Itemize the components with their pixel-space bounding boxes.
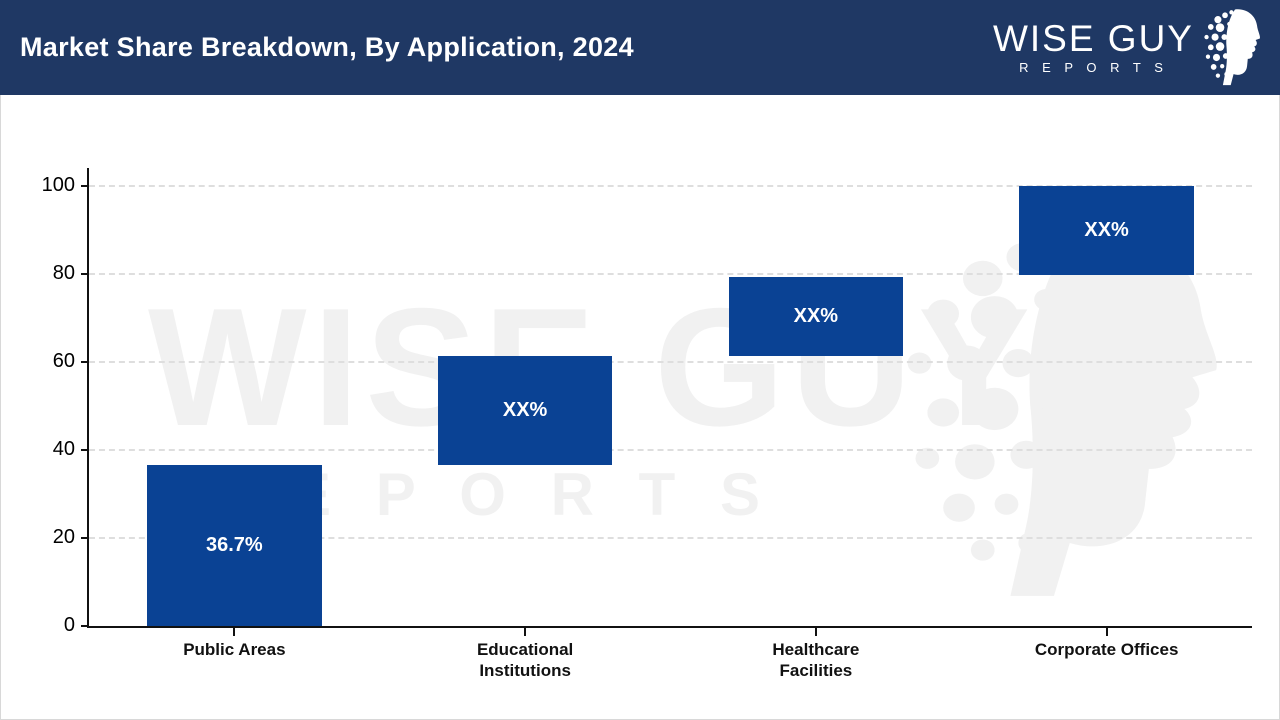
x-category-label: Public Areas	[183, 640, 286, 659]
y-tick	[81, 537, 89, 539]
bar-value-label: XX%	[793, 304, 839, 327]
y-tick-label: 80	[52, 262, 75, 284]
bar-healthcare-facilities: XX%	[728, 276, 904, 357]
y-tick	[81, 273, 89, 275]
logo-face-icon	[1198, 8, 1262, 88]
header-bar: Market Share Breakdown, By Application, …	[0, 0, 1280, 95]
logo-wordmark-line2: R E P O R T S	[1019, 60, 1168, 75]
page-title: Market Share Breakdown, By Application, …	[20, 32, 634, 62]
bar-value-label: 36.7%	[206, 533, 263, 556]
brand-logo: WISE GUY R E P O R T S	[993, 8, 1262, 88]
gridline-100	[89, 185, 1252, 187]
x-tick	[1105, 628, 1108, 636]
y-tick	[81, 449, 89, 451]
y-tick	[81, 625, 89, 627]
x-category-label: Educational Institutions	[476, 640, 574, 680]
y-tick-label: 40	[52, 438, 75, 460]
y-tick-label: 20	[52, 526, 75, 548]
y-tick-label: 100	[41, 174, 75, 196]
y-tick	[81, 361, 89, 363]
y-tick-label: 60	[52, 350, 75, 372]
logo-wordmark: WISE GUY R E P O R T S	[993, 20, 1194, 75]
x-tick	[524, 628, 527, 636]
x-category-label: Healthcare Facilities	[772, 640, 860, 680]
bar-educational-institutions: XX%	[437, 356, 613, 465]
bar-public-areas: 36.7%	[147, 464, 322, 626]
gridline-20	[89, 537, 1252, 539]
y-tick-label: 0	[63, 614, 75, 636]
y-tick	[81, 185, 89, 187]
logo-wordmark-line1: WISE GUY	[992, 18, 1194, 59]
gridline-80	[89, 273, 1252, 275]
bar-corporate-offices: XX%	[1019, 186, 1194, 275]
bar-value-label: XX%	[502, 398, 548, 421]
x-tick	[814, 628, 817, 636]
x-category-label: Corporate Offices	[1034, 640, 1179, 659]
gridline-40	[89, 449, 1252, 451]
y-axis	[87, 168, 89, 626]
bar-value-label: XX%	[1084, 218, 1129, 241]
watermark-face-icon	[872, 222, 1228, 610]
gridline-60	[89, 361, 1252, 363]
x-tick	[233, 628, 236, 636]
x-axis	[87, 626, 1252, 628]
